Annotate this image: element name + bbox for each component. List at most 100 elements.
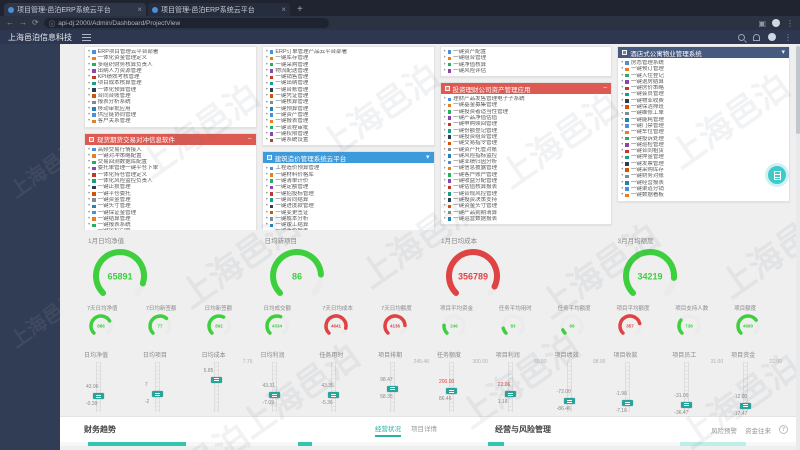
list-item[interactable]: • 一键资金管理 — [88, 197, 253, 203]
footer-tab-2[interactable]: 项目详情 — [411, 425, 437, 433]
collapse-icon[interactable]: ▾ — [425, 154, 430, 162]
list-item[interactable]: • 一键产品到期清算 — [444, 210, 609, 216]
slider-handle[interactable] — [740, 402, 752, 409]
list-item[interactable]: • 一键合同租赁 — [621, 148, 786, 154]
extensions-icon[interactable]: ▣ — [758, 18, 766, 28]
list-item[interactable]: • 一键流程审批 — [266, 125, 431, 131]
collapse-icon[interactable]: − — [247, 135, 252, 143]
page-scrollbar[interactable] — [796, 44, 800, 450]
panel-header[interactable]: 建筑造价管理系统云平台 ▾ — [262, 152, 434, 164]
list-item[interactable]: • 一键投资组合管理 — [444, 134, 609, 140]
list-item[interactable]: • 一键变更签证 — [266, 210, 431, 216]
list-item[interactable]: • 一体化预算管理 — [88, 87, 253, 93]
slider-handle[interactable] — [210, 376, 222, 383]
slider-handle[interactable] — [504, 391, 516, 398]
list-item[interactable]: • 一键押金管理 — [621, 154, 786, 160]
list-item[interactable]: • 一键资金头寸管理 — [444, 203, 609, 209]
list-item[interactable]: • ERP项目管理云平台部署 — [88, 49, 253, 55]
list-item[interactable]: • 一键发票管理 — [621, 161, 786, 167]
list-item[interactable]: • 一键采购管理 — [266, 62, 431, 68]
list-item[interactable]: • 一键申购赎回管理 — [444, 121, 609, 127]
list-item[interactable]: • 一键止损管理 — [88, 184, 253, 190]
list-item[interactable]: • 一键资产管理 — [266, 112, 431, 118]
user-avatar[interactable] — [768, 33, 776, 41]
slider-track[interactable] — [96, 362, 101, 412]
list-item[interactable]: • 一键销售管理 — [266, 74, 431, 80]
forward-button[interactable]: → — [19, 18, 27, 27]
list-item[interactable]: • 一键财务对账 — [621, 173, 786, 179]
panel-header[interactable]: 投资理财公司资产管理应用 − — [440, 83, 612, 95]
list-item[interactable]: • 一键材料价格库 — [266, 172, 431, 178]
list-item[interactable]: • 一键产品净值估值 — [444, 115, 609, 121]
slider-handle[interactable] — [328, 392, 340, 399]
list-item[interactable]: • 一键定额管理 — [266, 184, 431, 190]
list-item[interactable]: • 一键预订管理 — [621, 66, 786, 72]
hamburger-menu-icon[interactable] — [82, 33, 91, 41]
slider-handle[interactable] — [681, 401, 693, 408]
list-item[interactable]: • 一键合同结算 — [266, 197, 431, 203]
list-item[interactable]: • 一键房价策略 — [621, 85, 786, 91]
panel-header[interactable]: 酒店式公寓物业管理系统 ▾ — [618, 47, 789, 58]
floating-action-button[interactable] — [768, 166, 786, 184]
list-item[interactable]: • ERP订单管理产品云平台部署 — [266, 49, 431, 55]
list-item[interactable]: • 一键投资决策支持 — [444, 197, 609, 203]
slider-track[interactable] — [331, 362, 337, 412]
slider-track[interactable] — [566, 362, 572, 412]
list-item[interactable]: • KPI绩效考核管理 — [88, 74, 253, 80]
list-item[interactable]: • 项目成本核算管理 — [88, 80, 253, 86]
list-item[interactable]: • 一体化资金管理定义 — [88, 55, 253, 61]
footer-link-2[interactable]: 资金往来 — [745, 427, 771, 435]
slider-handle[interactable] — [622, 400, 634, 406]
list-item[interactable]: • 理财产品发售管理电子子系统 — [444, 96, 609, 102]
slider-handle[interactable] — [93, 393, 104, 400]
back-button[interactable]: ← — [6, 18, 14, 27]
list-item[interactable]: • 一键对冲策略配置 — [88, 153, 253, 159]
list-item[interactable]: • 一键台账管理 — [266, 87, 431, 93]
list-item[interactable]: • 工程造价预算管理 — [266, 165, 431, 171]
list-item[interactable]: • 高频交易行情接入 — [88, 147, 253, 153]
list-item[interactable]: • 出纳人力资源管理 — [88, 68, 253, 74]
slider-handle[interactable] — [387, 385, 399, 392]
list-item[interactable]: • 一键风控引擎 — [88, 228, 253, 230]
slider-handle[interactable] — [445, 388, 457, 395]
list-item[interactable]: • 一键预算管理 — [266, 106, 431, 112]
list-item[interactable]: • 一键招投标管理 — [266, 191, 431, 197]
list-item[interactable]: • 一键核算管理 — [266, 99, 431, 105]
list-item[interactable]: • 一键报表管理 — [266, 118, 431, 124]
panel-header[interactable]: 现货期货交易对冲信息软件 − — [85, 133, 256, 145]
slider-track[interactable] — [154, 362, 160, 412]
list-item[interactable]: • 一键合规风控管理 — [444, 191, 609, 197]
list-item[interactable]: • 交易回测数据库配置 — [88, 159, 253, 165]
slider-track[interactable] — [625, 362, 631, 412]
list-item[interactable]: • 一键入住登记 — [621, 73, 786, 79]
list-item[interactable]: • 一体化持仓管理定义 — [88, 172, 253, 178]
list-item[interactable]: • 一键库存管理 — [266, 55, 431, 61]
list-item[interactable]: • 一键业绩归因分析 — [444, 159, 609, 165]
list-item[interactable]: • 一键维修工单 — [621, 110, 786, 116]
list-item[interactable]: • 报表分析系统 — [88, 99, 253, 105]
list-item[interactable]: • 一键保洁排班 — [621, 104, 786, 110]
slider-handle[interactable] — [151, 391, 163, 398]
list-item[interactable]: • 一键资产托管对账 — [444, 147, 609, 153]
list-item[interactable]: • 一键进度款管理 — [266, 203, 431, 209]
list-item[interactable]: • 供应链协同管理 — [88, 112, 253, 118]
browser-tab-1[interactable]: 项目管理-邑泊ERP系统云平台 × — [4, 3, 146, 16]
site-info-icon[interactable]: ⓘ — [48, 21, 56, 28]
list-item[interactable]: • 一键出纳管理 — [266, 80, 431, 86]
list-item[interactable]: • 房态管理系统 — [621, 60, 786, 66]
list-item[interactable]: • 一键结算管理 — [88, 216, 253, 222]
list-item[interactable]: • 一键渠道分销 — [621, 186, 786, 192]
notification-badge[interactable]: 7 — [779, 425, 788, 434]
list-item[interactable]: • 一键净值核算 — [444, 62, 609, 68]
list-item[interactable]: • 一体化风险监控负责人 — [88, 178, 253, 184]
footer-tab-1[interactable]: 经营状况 — [375, 423, 401, 437]
browser-profile-avatar[interactable] — [772, 19, 780, 27]
list-item[interactable]: • 一键凭证管理 — [266, 93, 431, 99]
list-item[interactable]: • 一键运营数据报表 — [444, 216, 609, 222]
list-item[interactable]: • 客户关系管理 — [88, 118, 253, 124]
list-item[interactable]: • 一键平仓委托 — [88, 191, 253, 197]
list-item[interactable]: • 一键物业收费 — [621, 98, 786, 104]
new-tab-button[interactable]: + — [297, 4, 303, 15]
list-item[interactable]: • 一键采购库存 — [621, 167, 786, 173]
list-item[interactable]: • 一键巡检管理 — [621, 142, 786, 148]
